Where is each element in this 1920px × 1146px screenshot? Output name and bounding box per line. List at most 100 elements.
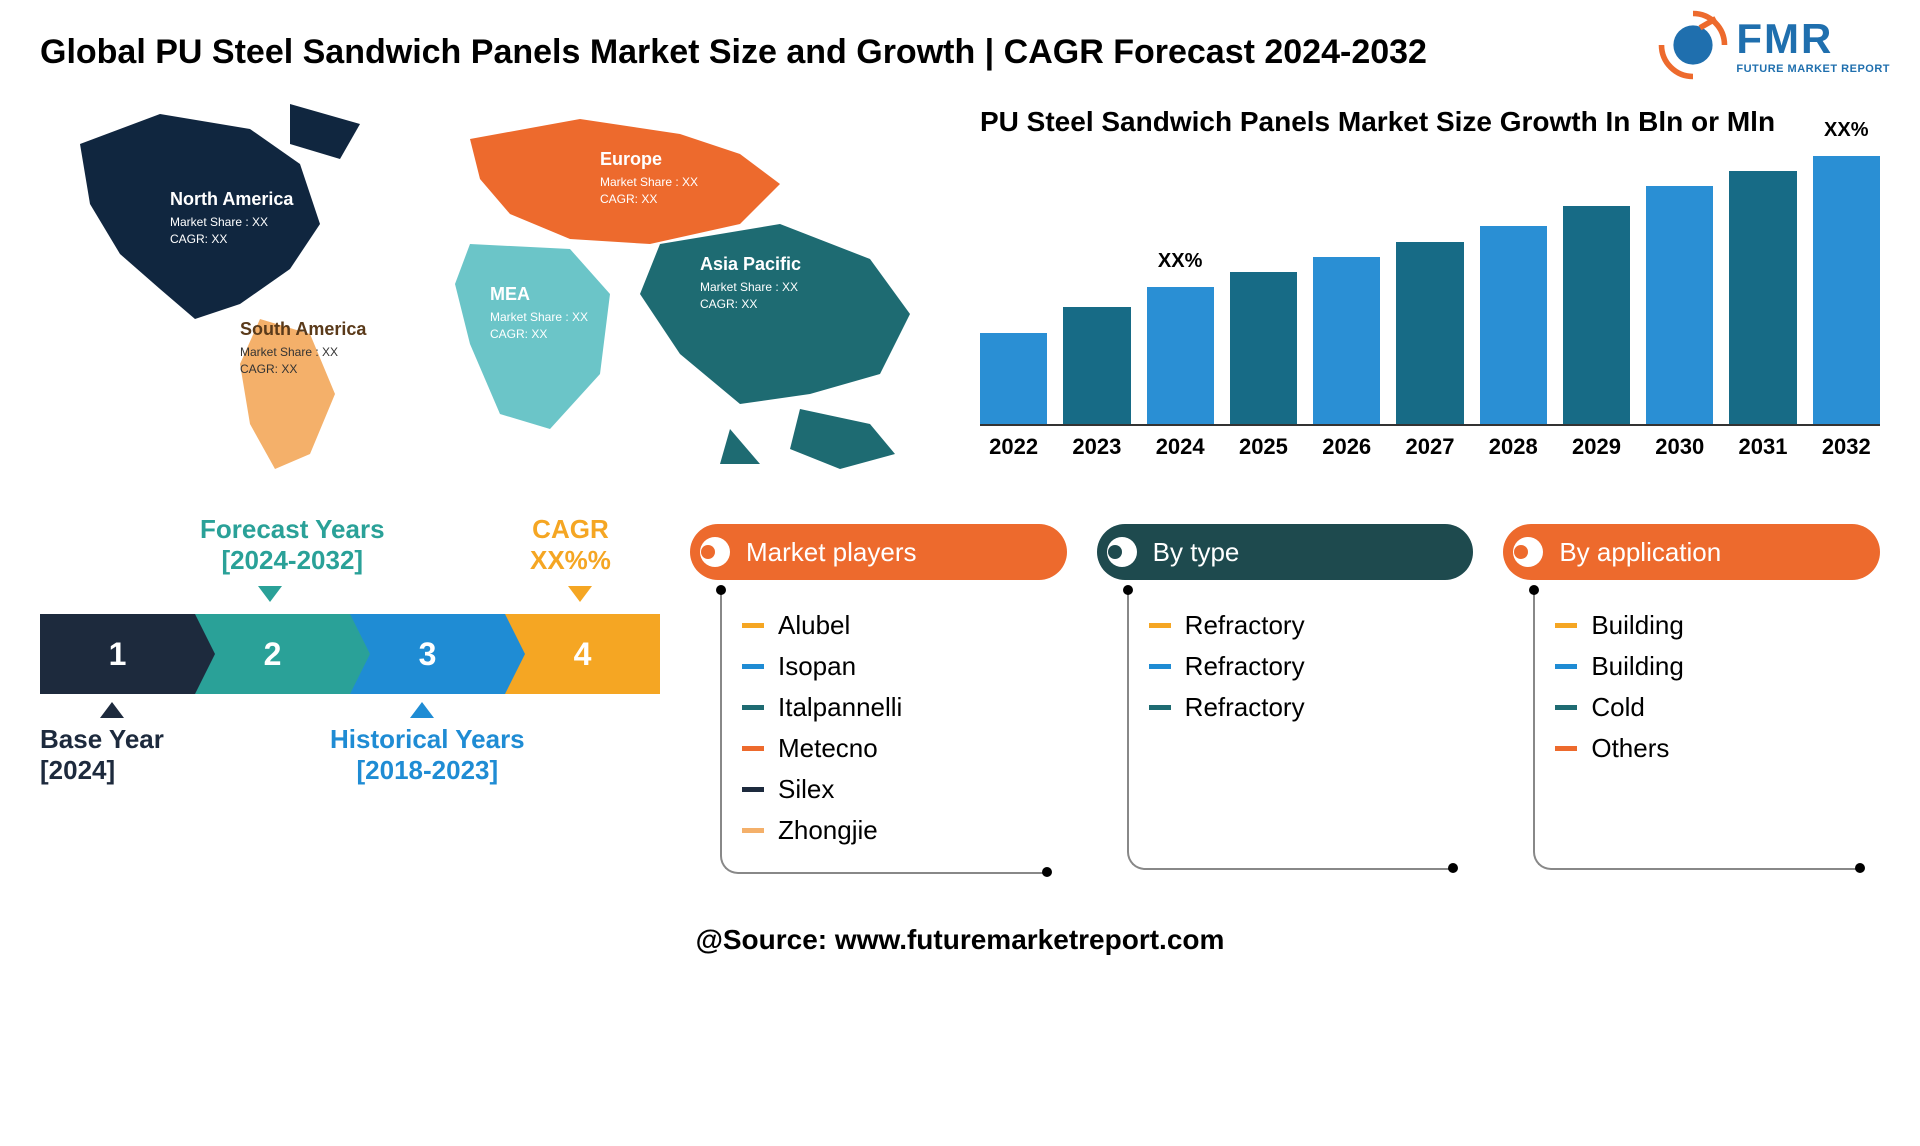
logo-text-sub: FUTURE MARKET REPORT: [1736, 63, 1890, 75]
category-item-label: Alubel: [778, 610, 850, 641]
chart-title: PU Steel Sandwich Panels Market Size Gro…: [980, 104, 1880, 140]
bar: [1813, 156, 1880, 424]
category-item: Refractory: [1149, 692, 1454, 723]
logo-icon: [1658, 10, 1728, 80]
region-eu-name: Europe: [600, 149, 662, 169]
region-eu: Europe Market Share : XXCAGR: XX: [600, 149, 698, 208]
region-na-name: North America: [170, 189, 293, 209]
bar-wrap: XX%: [1813, 156, 1880, 424]
region-sa-name: South America: [240, 319, 366, 339]
bar-year-label: 2022: [980, 434, 1047, 460]
timeline-segment: 2: [195, 614, 350, 694]
arrow-base-icon: [100, 702, 124, 718]
bar-wrap: XX%: [1147, 156, 1214, 424]
bar-wrap: [1646, 156, 1713, 424]
bar-year-label: 2032: [1813, 434, 1880, 460]
region-ap: Asia Pacific Market Share : XXCAGR: XX: [700, 254, 801, 313]
pill-dot-icon: [1513, 537, 1543, 567]
category-box: By type Refractory Refractory Refractory: [1097, 524, 1474, 874]
category-item: Isopan: [742, 651, 1047, 682]
bullet-icon: [742, 705, 764, 710]
category-item-label: Refractory: [1185, 610, 1305, 641]
category-item: Silex: [742, 774, 1047, 805]
bar-year-label: 2030: [1646, 434, 1713, 460]
label-base: Base Year[2024]: [40, 724, 164, 786]
title: Global PU Steel Sandwich Panels Market S…: [40, 30, 1440, 74]
world-map: North America Market Share : XXCAGR: XX …: [40, 94, 940, 474]
bar: [1063, 307, 1130, 423]
bullet-icon: [742, 787, 764, 792]
bar: [1480, 226, 1547, 423]
arrow-hist-icon: [410, 702, 434, 718]
category-item-label: Zhongjie: [778, 815, 878, 846]
category-box: By application Building Building Cold Others: [1503, 524, 1880, 874]
category-item: Metecno: [742, 733, 1047, 764]
category-title: Market players: [746, 537, 917, 568]
bullet-icon: [1149, 623, 1171, 628]
category-title: By application: [1559, 537, 1721, 568]
source-line: @Source: www.futuremarketreport.com: [40, 924, 1880, 956]
bullet-icon: [1555, 705, 1577, 710]
category-item-label: Isopan: [778, 651, 856, 682]
bar-year-label: 2026: [1313, 434, 1380, 460]
bar: [1396, 242, 1463, 424]
category-item-label: Silex: [778, 774, 834, 805]
category-list: Alubel Isopan Italpannelli Metecno Silex Zhon…: [720, 590, 1047, 874]
category-list: Refractory Refractory Refractory: [1127, 590, 1454, 870]
bar-wrap: [1063, 156, 1130, 424]
category-item: Refractory: [1149, 610, 1454, 641]
bar: [1563, 206, 1630, 423]
region-sa: South America Market Share : XXCAGR: XX: [240, 319, 366, 378]
bar-year-label: 2029: [1563, 434, 1630, 460]
bullet-icon: [1555, 623, 1577, 628]
bullet-icon: [1149, 664, 1171, 669]
category-pill: By type: [1097, 524, 1474, 580]
category-item: Alubel: [742, 610, 1047, 641]
bar-year-label: 2024: [1147, 434, 1214, 460]
bar-wrap: [1729, 156, 1796, 424]
fmr-logo: FMR FUTURE MARKET REPORT: [1658, 10, 1890, 80]
category-item-label: Refractory: [1185, 692, 1305, 723]
timeline: Forecast Years[2024-2032] CAGRXX%% 1234 …: [40, 524, 660, 874]
category-item: Refractory: [1149, 651, 1454, 682]
arrow-cagr-icon: [568, 586, 592, 602]
category-title: By type: [1153, 537, 1240, 568]
arrow-forecast-icon: [258, 586, 282, 602]
bar: [980, 333, 1047, 424]
bullet-icon: [742, 746, 764, 751]
bullet-icon: [1149, 705, 1171, 710]
category-item: Cold: [1555, 692, 1860, 723]
bar: [1646, 186, 1713, 424]
timeline-segment: 3: [350, 614, 505, 694]
region-mea-name: MEA: [490, 284, 530, 304]
bullet-icon: [1555, 664, 1577, 669]
category-list: Building Building Cold Others: [1533, 590, 1860, 870]
timeline-segment: 4: [505, 614, 660, 694]
category-item-label: Building: [1591, 651, 1684, 682]
category-pill: By application: [1503, 524, 1880, 580]
region-ap-name: Asia Pacific: [700, 254, 801, 274]
region-mea: MEA Market Share : XXCAGR: XX: [490, 284, 588, 343]
bar-annotation: XX%: [1158, 250, 1202, 273]
category-item-label: Refractory: [1185, 651, 1305, 682]
bar: [1230, 272, 1297, 424]
category-item-label: Others: [1591, 733, 1669, 764]
label-cagr: CAGRXX%%: [530, 514, 611, 576]
pill-dot-icon: [1107, 537, 1137, 567]
category-item: Italpannelli: [742, 692, 1047, 723]
label-forecast: Forecast Years[2024-2032]: [200, 514, 385, 576]
bar-wrap: [1396, 156, 1463, 424]
bar: [1729, 171, 1796, 424]
bar-wrap: [1313, 156, 1380, 424]
region-na: North America Market Share : XXCAGR: XX: [170, 189, 293, 248]
category-item: Building: [1555, 610, 1860, 641]
label-hist: Historical Years[2018-2023]: [330, 724, 525, 786]
bar-wrap: [980, 156, 1047, 424]
bullet-icon: [1555, 746, 1577, 751]
logo-text-main: FMR: [1736, 15, 1890, 63]
pill-dot-icon: [700, 537, 730, 567]
category-box: Market players Alubel Isopan Italpannelli Me…: [690, 524, 1067, 874]
category-item: Building: [1555, 651, 1860, 682]
bar: [1147, 287, 1214, 424]
category-pill: Market players: [690, 524, 1067, 580]
